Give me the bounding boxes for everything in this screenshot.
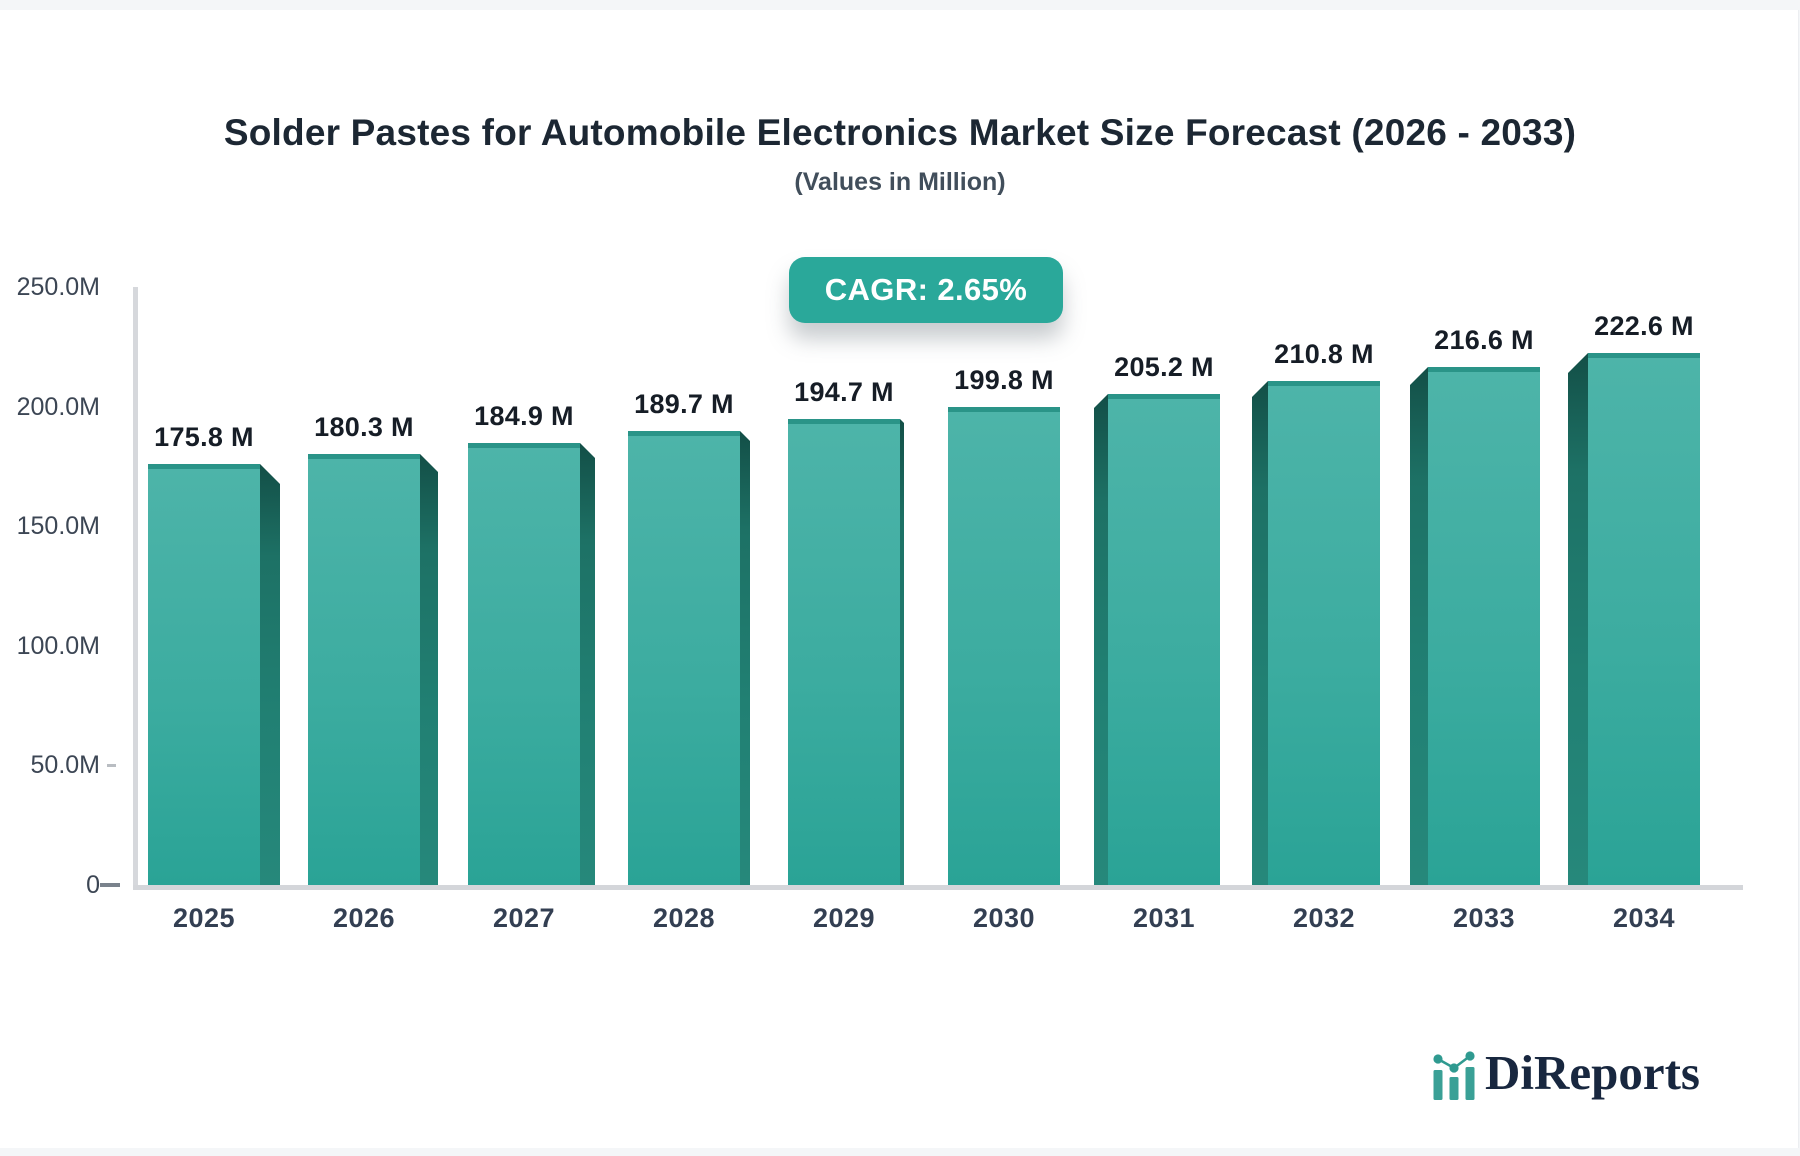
y-axis-label: 250.0M bbox=[16, 273, 100, 301]
mini-bar-chart-icon bbox=[1433, 1051, 1475, 1100]
bar-side-face bbox=[580, 443, 595, 885]
bar bbox=[1428, 367, 1540, 885]
bar bbox=[1268, 381, 1380, 885]
bar bbox=[628, 431, 740, 885]
bar-side-face bbox=[260, 464, 280, 885]
x-axis-line bbox=[133, 885, 1743, 890]
bar-side-face bbox=[1094, 394, 1108, 885]
bar-side-face bbox=[740, 431, 750, 885]
y-axis-label: 0 bbox=[86, 871, 100, 899]
bar bbox=[948, 407, 1060, 885]
y-axis-line bbox=[133, 287, 138, 890]
bar-side-face bbox=[900, 419, 904, 885]
x-axis-label: 2031 bbox=[1132, 903, 1196, 933]
x-axis-label: 2026 bbox=[332, 903, 396, 933]
chart-subtitle: (Values in Million) bbox=[794, 168, 1006, 196]
bar bbox=[468, 443, 580, 885]
y-axis-tick bbox=[107, 764, 116, 768]
bar-side-face bbox=[1252, 381, 1268, 885]
x-axis-label: 2033 bbox=[1452, 903, 1516, 933]
bar bbox=[788, 419, 900, 885]
y-axis-label: 50.0M bbox=[30, 751, 100, 780]
bar-value-label: 175.8 M bbox=[154, 422, 254, 452]
x-axis-label: 2034 bbox=[1612, 903, 1676, 933]
logo-text: DiReports bbox=[1484, 1045, 1700, 1100]
x-axis-label: 2032 bbox=[1292, 903, 1356, 933]
chart-title: Solder Pastes for Automobile Electronics… bbox=[223, 112, 1577, 153]
y-axis-label: 200.0M bbox=[16, 392, 100, 421]
bar bbox=[308, 454, 420, 885]
bar-value-label: 205.2 M bbox=[1114, 352, 1214, 382]
y-axis-label: 100.0M bbox=[16, 631, 100, 660]
bar-value-label: 194.7 M bbox=[794, 377, 894, 407]
cagr-badge: CAGR: 2.65% bbox=[789, 257, 1063, 323]
bar-value-label: 216.6 M bbox=[1434, 325, 1534, 355]
bar-value-label: 199.8 M bbox=[954, 365, 1054, 395]
bar-value-label: 222.6 M bbox=[1594, 311, 1694, 341]
y-axis-tick bbox=[100, 883, 120, 887]
x-axis-label: 2028 bbox=[652, 903, 716, 933]
x-axis-label: 2029 bbox=[812, 903, 876, 933]
bar-side-face bbox=[420, 454, 438, 885]
direports-logo: DiReports bbox=[1431, 1038, 1700, 1100]
y-axis-label: 150.0M bbox=[16, 512, 100, 541]
bar-value-label: 180.3 M bbox=[314, 412, 414, 442]
bar bbox=[1108, 394, 1220, 885]
cagr-badge-label: CAGR: 2.65% bbox=[824, 272, 1028, 307]
x-axis-label: 2025 bbox=[172, 903, 236, 933]
x-axis-label: 2030 bbox=[972, 903, 1036, 933]
bar-value-label: 184.9 M bbox=[474, 401, 574, 431]
bar-side-face bbox=[1568, 353, 1588, 885]
x-axis-label: 2027 bbox=[492, 903, 556, 933]
bar bbox=[148, 464, 260, 885]
bar-value-label: 210.8 M bbox=[1274, 339, 1374, 369]
bar bbox=[1588, 353, 1700, 885]
bar-value-label: 189.7 M bbox=[634, 389, 734, 419]
bar-side-face bbox=[1410, 367, 1428, 885]
